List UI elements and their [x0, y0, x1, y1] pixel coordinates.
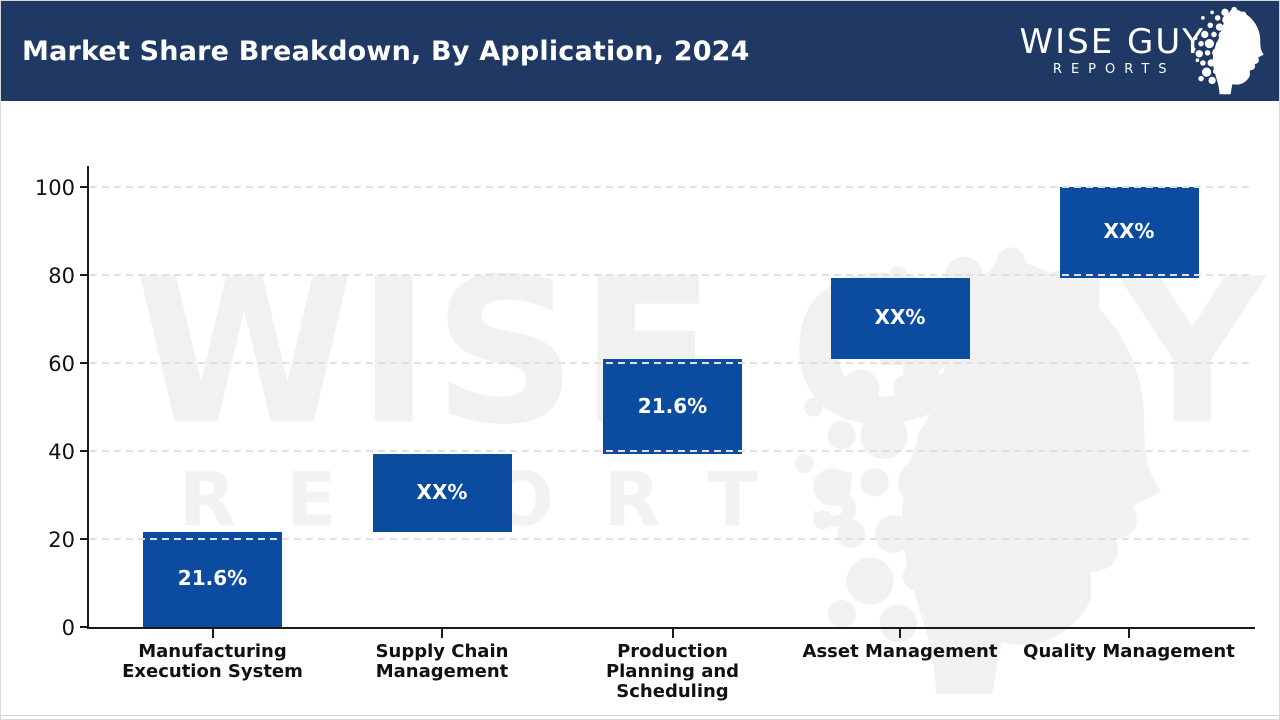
- x-tick-mark: [1128, 629, 1130, 638]
- watermark-subtext: REPORTS: [179, 457, 912, 543]
- bar: XX%: [830, 277, 970, 360]
- y-tick-mark: [80, 626, 88, 628]
- y-tick-label: 20: [48, 528, 75, 552]
- y-axis-line: [87, 166, 89, 629]
- bottom-divider: [1, 715, 1279, 716]
- bar: XX%: [372, 454, 512, 532]
- brand-logo: WISE GUY REPORTS: [1019, 1, 1271, 101]
- brand-wordmark-block: WISE GUY REPORTS: [1019, 22, 1205, 77]
- bar-value-label: XX%: [416, 480, 468, 505]
- bar-value-label: XX%: [874, 305, 926, 330]
- y-tick-mark: [80, 362, 88, 364]
- dotted-head-icon: [1179, 5, 1271, 97]
- gridline: [90, 186, 1253, 188]
- x-tick-mark: [211, 629, 214, 638]
- x-category-label: Quality Management: [1023, 641, 1235, 662]
- x-tick-mark: [671, 629, 674, 638]
- gridline: [90, 538, 1253, 540]
- brand-wordmark: WISE GUY: [1019, 22, 1205, 63]
- x-tick-mark: [899, 629, 901, 638]
- x-category-label: Asset Management: [802, 641, 998, 662]
- x-category-label: Manufacturing Execution System: [122, 641, 303, 682]
- bar: 21.6%: [603, 359, 742, 455]
- page-title: Market Share Breakdown, By Application, …: [22, 35, 750, 67]
- y-tick-mark: [80, 274, 88, 276]
- y-tick-mark: [80, 186, 88, 188]
- y-tick-mark: [80, 450, 88, 452]
- y-tick-mark: [80, 538, 88, 540]
- x-category-label: Supply Chain Management: [375, 641, 509, 682]
- gridline: [90, 450, 1253, 452]
- y-tick-label: 80: [48, 264, 75, 288]
- gridline: [90, 362, 1253, 364]
- bar-value-label: 21.6%: [177, 566, 248, 591]
- bar-value-label: XX%: [1103, 219, 1155, 244]
- x-tick-mark: [441, 629, 443, 638]
- header-bar: Market Share Breakdown, By Application, …: [1, 1, 1279, 101]
- bar: 21.6%: [143, 531, 282, 627]
- bar-value-label: 21.6%: [637, 393, 708, 418]
- y-tick-label: 100: [34, 176, 75, 200]
- gridline: [90, 274, 1253, 276]
- brand-subtext: REPORTS: [1052, 61, 1176, 77]
- bar: XX%: [1059, 187, 1199, 278]
- y-tick-label: 0: [61, 616, 75, 640]
- y-tick-label: 40: [48, 440, 75, 464]
- x-category-label: Production Planning and Scheduling: [605, 641, 740, 702]
- y-tick-label: 60: [48, 352, 75, 376]
- x-axis-line: [87, 627, 1255, 629]
